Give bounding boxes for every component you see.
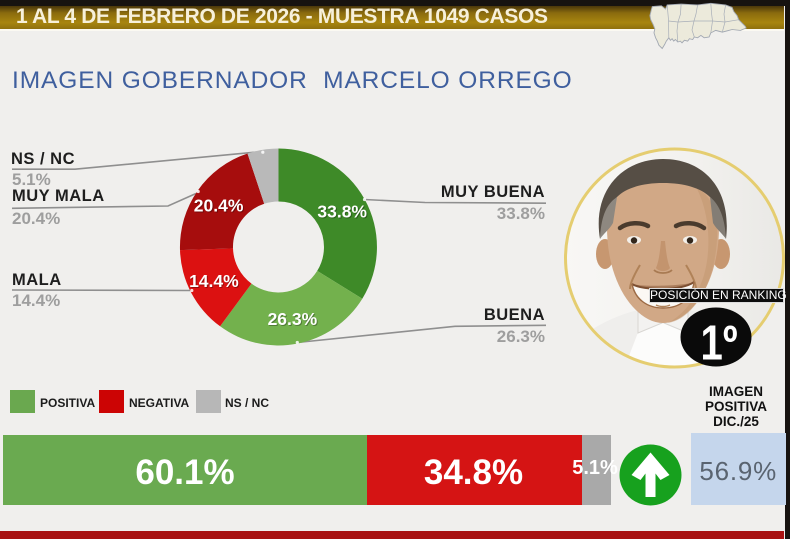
svg-text:33.8%: 33.8%: [318, 203, 368, 223]
svg-text:14.4%: 14.4%: [190, 272, 240, 292]
svg-text:33.8%: 33.8%: [317, 202, 367, 222]
svg-text:26.3%: 26.3%: [269, 310, 319, 330]
svg-text:20.4%: 20.4%: [194, 196, 244, 216]
svg-text:1º: 1º: [701, 317, 738, 368]
svg-text:26.3%: 26.3%: [268, 309, 318, 329]
svg-text:20.4%: 20.4%: [195, 197, 245, 217]
svg-text:14.4%: 14.4%: [189, 271, 239, 291]
